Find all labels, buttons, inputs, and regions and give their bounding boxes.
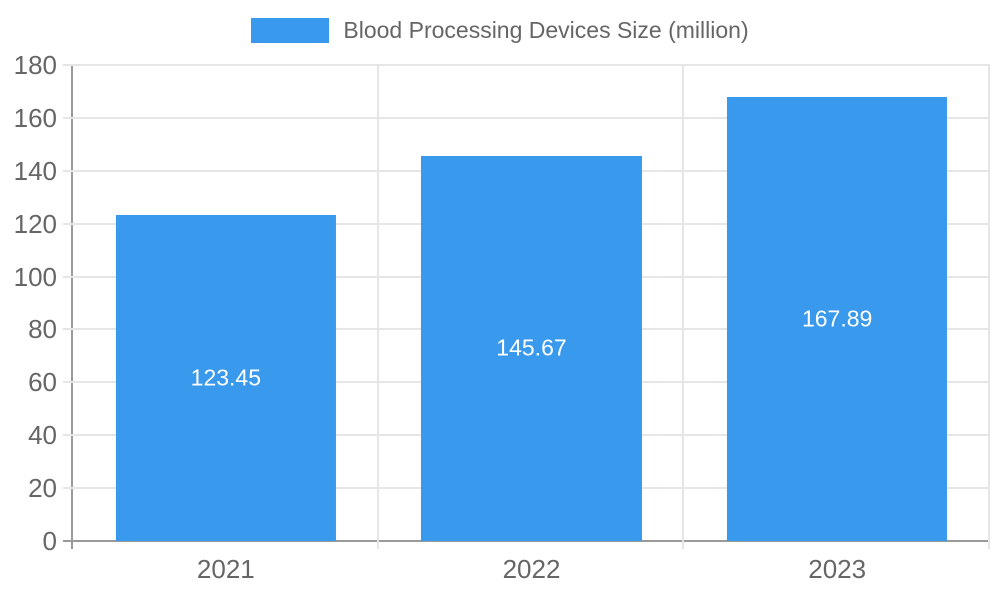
x-tick-mark: [988, 541, 990, 549]
y-tick-mark: [63, 540, 73, 542]
x-tick-label: 2021: [196, 554, 255, 584]
y-tick-mark: [63, 116, 73, 119]
y-tick-mark: [63, 328, 73, 331]
chart-legend: Blood Processing Devices Size (million): [0, 18, 1000, 43]
bar-value-label: 145.67: [496, 334, 567, 361]
y-tick-mark: [63, 381, 73, 384]
x-tick-label: 2022: [502, 554, 561, 584]
category-slot: 145.67: [379, 65, 685, 541]
x-axis-line: [73, 540, 990, 542]
h-gridline: [73, 116, 990, 119]
bar-2021[interactable]: 123.45: [115, 214, 336, 541]
x-tick-mark: [682, 541, 685, 549]
legend-swatch: [251, 18, 330, 43]
y-tick-label: 140: [13, 155, 57, 186]
y-tick-label: 40: [28, 420, 57, 451]
category-slot: 123.45: [73, 65, 379, 541]
x-tick-mark: [376, 541, 379, 549]
legend-label: Blood Processing Devices Size (million): [343, 17, 749, 43]
y-tick-mark: [63, 434, 73, 437]
v-gridline: [376, 65, 379, 541]
bar-value-label: 123.45: [190, 364, 262, 391]
v-gridline: [988, 65, 990, 541]
x-axis-labels: 2021 2022 2023: [73, 551, 990, 591]
y-tick-label: 180: [13, 50, 57, 80]
bar-2022[interactable]: 145.67: [421, 155, 642, 541]
v-gridline: [682, 65, 685, 541]
category-slot: 167.89: [684, 65, 990, 541]
plot-area: 123.45 145.67 167.89: [63, 64, 990, 549]
bar-value-label: 167.89: [801, 305, 873, 332]
y-tick-mark: [63, 222, 73, 225]
y-tick-label: 100: [13, 261, 57, 292]
y-tick-mark: [63, 169, 73, 172]
y-tick-label: 80: [28, 314, 57, 345]
x-tick-label: 2023: [808, 554, 867, 584]
legend-item[interactable]: Blood Processing Devices Size (million): [251, 17, 749, 43]
y-axis-line: [71, 65, 73, 549]
y-tick-label: 0: [42, 526, 57, 556]
y-tick-mark: [63, 487, 73, 490]
y-tick-label: 120: [13, 208, 57, 239]
y-tick-mark: [63, 64, 73, 66]
y-tick-label: 160: [13, 102, 57, 133]
h-gridline: [73, 64, 990, 66]
y-tick-label: 20: [28, 473, 57, 504]
y-tick-label: 60: [28, 367, 57, 398]
y-tick-mark: [63, 275, 73, 278]
bar-2023[interactable]: 167.89: [727, 97, 948, 541]
y-axis-labels: 0 20 40 60 80 100 120 140 160 180: [0, 51, 57, 555]
